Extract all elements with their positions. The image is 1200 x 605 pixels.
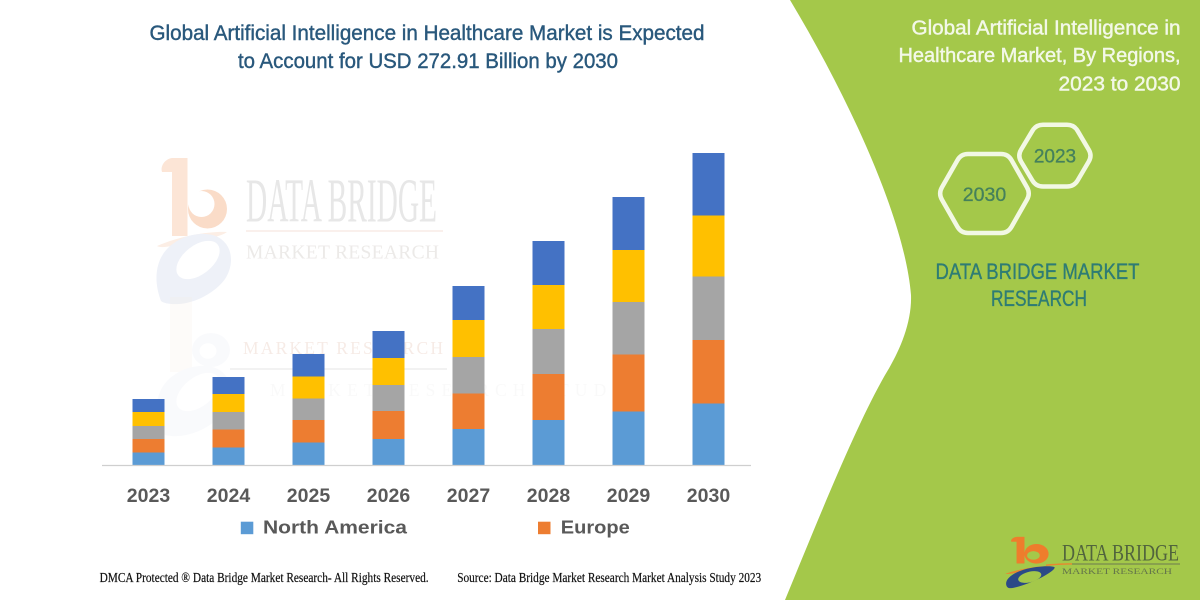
svg-text:2030: 2030 xyxy=(687,485,731,507)
svg-text:2024: 2024 xyxy=(207,485,251,507)
svg-text:Global Artificial Intelligence: Global Artificial Intelligence in Health… xyxy=(150,22,705,45)
svg-text:Global Artificial Intelligence: Global Artificial Intelligence in xyxy=(912,17,1181,40)
svg-text:MARKET RESEARCH: MARKET RESEARCH xyxy=(1062,566,1172,576)
svg-text:MARKET RESEARCH: MARKET RESEARCH xyxy=(246,243,439,264)
svg-text:2026: 2026 xyxy=(367,485,411,507)
svg-text:2028: 2028 xyxy=(527,485,571,507)
svg-text:2030: 2030 xyxy=(963,184,1007,206)
svg-text:DMCA Protected ® Data Bridge M: DMCA Protected ® Data Bridge Market Rese… xyxy=(100,570,429,585)
svg-text:to Account for USD 272.91 Bill: to Account for USD 272.91 Billion by 203… xyxy=(238,50,618,73)
svg-text:2023: 2023 xyxy=(127,485,171,507)
svg-text:Healthcare Market, By Regions,: Healthcare Market, By Regions, xyxy=(899,44,1181,67)
svg-text:DATA BRIDGE: DATA BRIDGE xyxy=(246,168,437,236)
svg-text:2029: 2029 xyxy=(607,485,651,507)
svg-text:RESEARCH: RESEARCH xyxy=(991,286,1087,311)
svg-text:MARKET RESEARCH: MARKET RESEARCH xyxy=(243,338,443,358)
svg-text:2025: 2025 xyxy=(287,485,331,507)
svg-text:Source: Data Bridge Market Res: Source: Data Bridge Market Research Mark… xyxy=(457,570,761,585)
svg-text:North America: North America xyxy=(263,517,408,538)
svg-text:DATA BRIDGE: DATA BRIDGE xyxy=(1062,541,1179,566)
svg-text:2023 to 2030: 2023 to 2030 xyxy=(1059,73,1181,96)
svg-text:DATA BRIDGE MARKET: DATA BRIDGE MARKET xyxy=(936,259,1140,284)
svg-text:2023: 2023 xyxy=(1034,147,1076,168)
svg-text:2027: 2027 xyxy=(447,485,490,507)
svg-text:Europe: Europe xyxy=(561,517,630,538)
